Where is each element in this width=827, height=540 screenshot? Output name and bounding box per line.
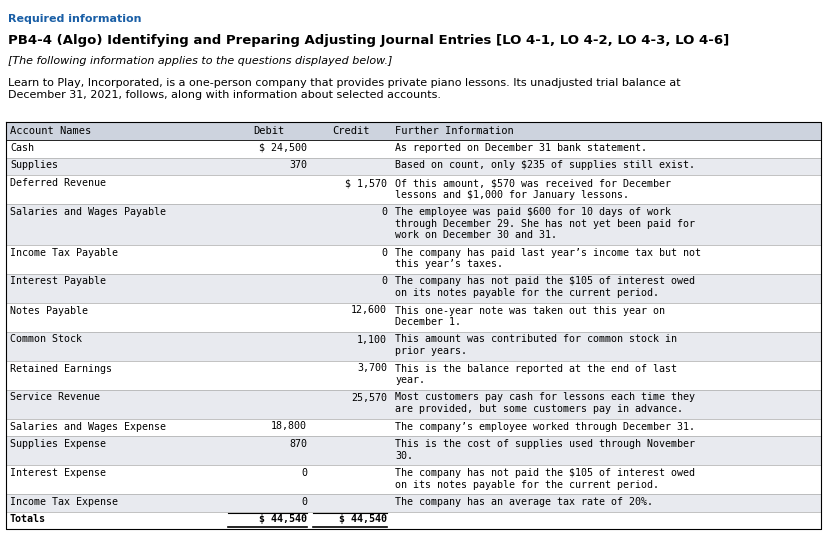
Text: 0: 0 — [301, 497, 307, 507]
Bar — [6, 465, 821, 494]
Text: Most customers pay cash for lessons each time they
are provided, but some custom: Most customers pay cash for lessons each… — [395, 393, 695, 414]
Text: The company’s employee worked through December 31.: The company’s employee worked through De… — [395, 422, 695, 431]
Text: Interest Expense: Interest Expense — [10, 468, 106, 478]
Text: PB4-4 (Algo) Identifying and Preparing Adjusting Journal Entries [LO 4-1, LO 4-2: PB4-4 (Algo) Identifying and Preparing A… — [8, 34, 729, 47]
Text: The company has not paid the $105 of interest owed
on its notes payable for the : The company has not paid the $105 of int… — [395, 276, 695, 298]
Text: 1,100: 1,100 — [357, 334, 387, 345]
Text: Further Information: Further Information — [395, 126, 514, 136]
Text: 0: 0 — [381, 276, 387, 287]
Text: Salaries and Wages Expense: Salaries and Wages Expense — [10, 422, 166, 431]
Bar — [6, 389, 821, 418]
Text: Cash: Cash — [10, 143, 34, 153]
Text: Totals: Totals — [10, 515, 46, 524]
Bar — [6, 436, 821, 465]
Text: $ 44,540: $ 44,540 — [259, 515, 307, 524]
Text: Supplies: Supplies — [10, 160, 58, 171]
Bar — [6, 204, 821, 245]
Bar — [6, 302, 821, 332]
Text: Account Names: Account Names — [10, 126, 91, 136]
Text: $ 24,500: $ 24,500 — [259, 143, 307, 153]
Text: Debit: Debit — [253, 126, 284, 136]
Text: The employee was paid $600 for 10 days of work
through December 29. She has not : The employee was paid $600 for 10 days o… — [395, 207, 695, 240]
Text: [The following information applies to the questions displayed below.]: [The following information applies to th… — [8, 56, 392, 66]
Bar — [6, 273, 821, 302]
Text: Common Stock: Common Stock — [10, 334, 82, 345]
Text: Deferred Revenue: Deferred Revenue — [10, 178, 106, 188]
Text: Service Revenue: Service Revenue — [10, 393, 100, 402]
Text: This amount was contributed for common stock in
prior years.: This amount was contributed for common s… — [395, 334, 677, 356]
Text: Income Tax Payable: Income Tax Payable — [10, 247, 118, 258]
Text: This is the cost of supplies used through November
30.: This is the cost of supplies used throug… — [395, 439, 695, 461]
Text: The company has paid last year’s income tax but not
this year’s taxes.: The company has paid last year’s income … — [395, 247, 701, 269]
Text: This is the balance reported at the end of last
year.: This is the balance reported at the end … — [395, 363, 677, 385]
Text: Credit: Credit — [332, 126, 370, 136]
Text: Notes Payable: Notes Payable — [10, 306, 88, 315]
Bar — [6, 245, 821, 273]
Bar — [6, 494, 821, 511]
Text: Supplies Expense: Supplies Expense — [10, 439, 106, 449]
Text: 18,800: 18,800 — [271, 422, 307, 431]
Text: 0: 0 — [301, 468, 307, 478]
Text: 25,570: 25,570 — [351, 393, 387, 402]
Text: 870: 870 — [289, 439, 307, 449]
Bar — [6, 140, 821, 158]
Text: As reported on December 31 bank statement.: As reported on December 31 bank statemen… — [395, 143, 647, 153]
Text: Based on count, only $235 of supplies still exist.: Based on count, only $235 of supplies st… — [395, 160, 695, 171]
Text: 12,600: 12,600 — [351, 306, 387, 315]
Text: The company has not paid the $105 of interest owed
on its notes payable for the : The company has not paid the $105 of int… — [395, 468, 695, 490]
Bar — [6, 332, 821, 361]
Bar — [6, 361, 821, 389]
Text: 0: 0 — [381, 247, 387, 258]
Bar — [6, 122, 821, 140]
Text: This one-year note was taken out this year on
December 1.: This one-year note was taken out this ye… — [395, 306, 665, 327]
Text: 0: 0 — [381, 207, 387, 217]
Text: Retained Earnings: Retained Earnings — [10, 363, 112, 374]
Bar — [6, 511, 821, 529]
Text: $ 44,540: $ 44,540 — [339, 515, 387, 524]
Bar — [6, 418, 821, 436]
Bar — [6, 175, 821, 204]
Text: Income Tax Expense: Income Tax Expense — [10, 497, 118, 507]
Text: 370: 370 — [289, 160, 307, 171]
Text: 3,700: 3,700 — [357, 363, 387, 374]
Text: Learn to Play, Incorporated, is a one-person company that provides private piano: Learn to Play, Incorporated, is a one-pe… — [8, 78, 681, 99]
Text: $ 1,570: $ 1,570 — [345, 178, 387, 188]
Text: Of this amount, $570 was received for December
lessons and $1,000 for January le: Of this amount, $570 was received for De… — [395, 178, 671, 200]
Text: Required information: Required information — [8, 14, 141, 24]
Text: The company has an average tax rate of 20%.: The company has an average tax rate of 2… — [395, 497, 653, 507]
Text: Salaries and Wages Payable: Salaries and Wages Payable — [10, 207, 166, 217]
Bar — [6, 158, 821, 175]
Text: Interest Payable: Interest Payable — [10, 276, 106, 287]
